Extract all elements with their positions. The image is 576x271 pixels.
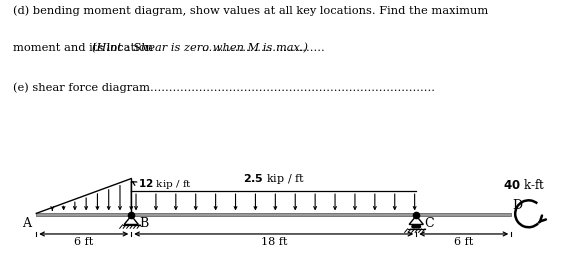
Text: 6 ft: 6 ft (454, 237, 473, 247)
Text: (e) shear force diagram.........................................................: (e) shear force diagram.................… (13, 82, 435, 92)
Text: (d) bending moment diagram, show values at all key locations. Find the maximum: (d) bending moment diagram, show values … (13, 6, 488, 16)
Text: B: B (139, 217, 149, 230)
Text: (Hint : Shear is zero when M is max.): (Hint : Shear is zero when M is max.) (92, 43, 308, 54)
Text: $\bf{12}$ kip / ft: $\bf{12}$ kip / ft (138, 177, 192, 191)
Text: C: C (424, 217, 434, 230)
Text: 6 ft: 6 ft (74, 237, 93, 247)
Text: .................................: ................................. (202, 43, 325, 53)
Text: A: A (22, 217, 32, 230)
Bar (36, 213, 511, 216)
Text: D: D (512, 199, 522, 212)
Text: $\bf{40}$ k-ft: $\bf{40}$ k-ft (503, 178, 545, 192)
Text: 18 ft: 18 ft (260, 237, 287, 247)
Circle shape (415, 225, 418, 228)
Circle shape (418, 225, 420, 228)
Text: moment and its location: moment and its location (13, 43, 156, 53)
Text: $\bf{2.5}$ kip / ft: $\bf{2.5}$ kip / ft (242, 172, 305, 186)
Circle shape (412, 225, 415, 228)
